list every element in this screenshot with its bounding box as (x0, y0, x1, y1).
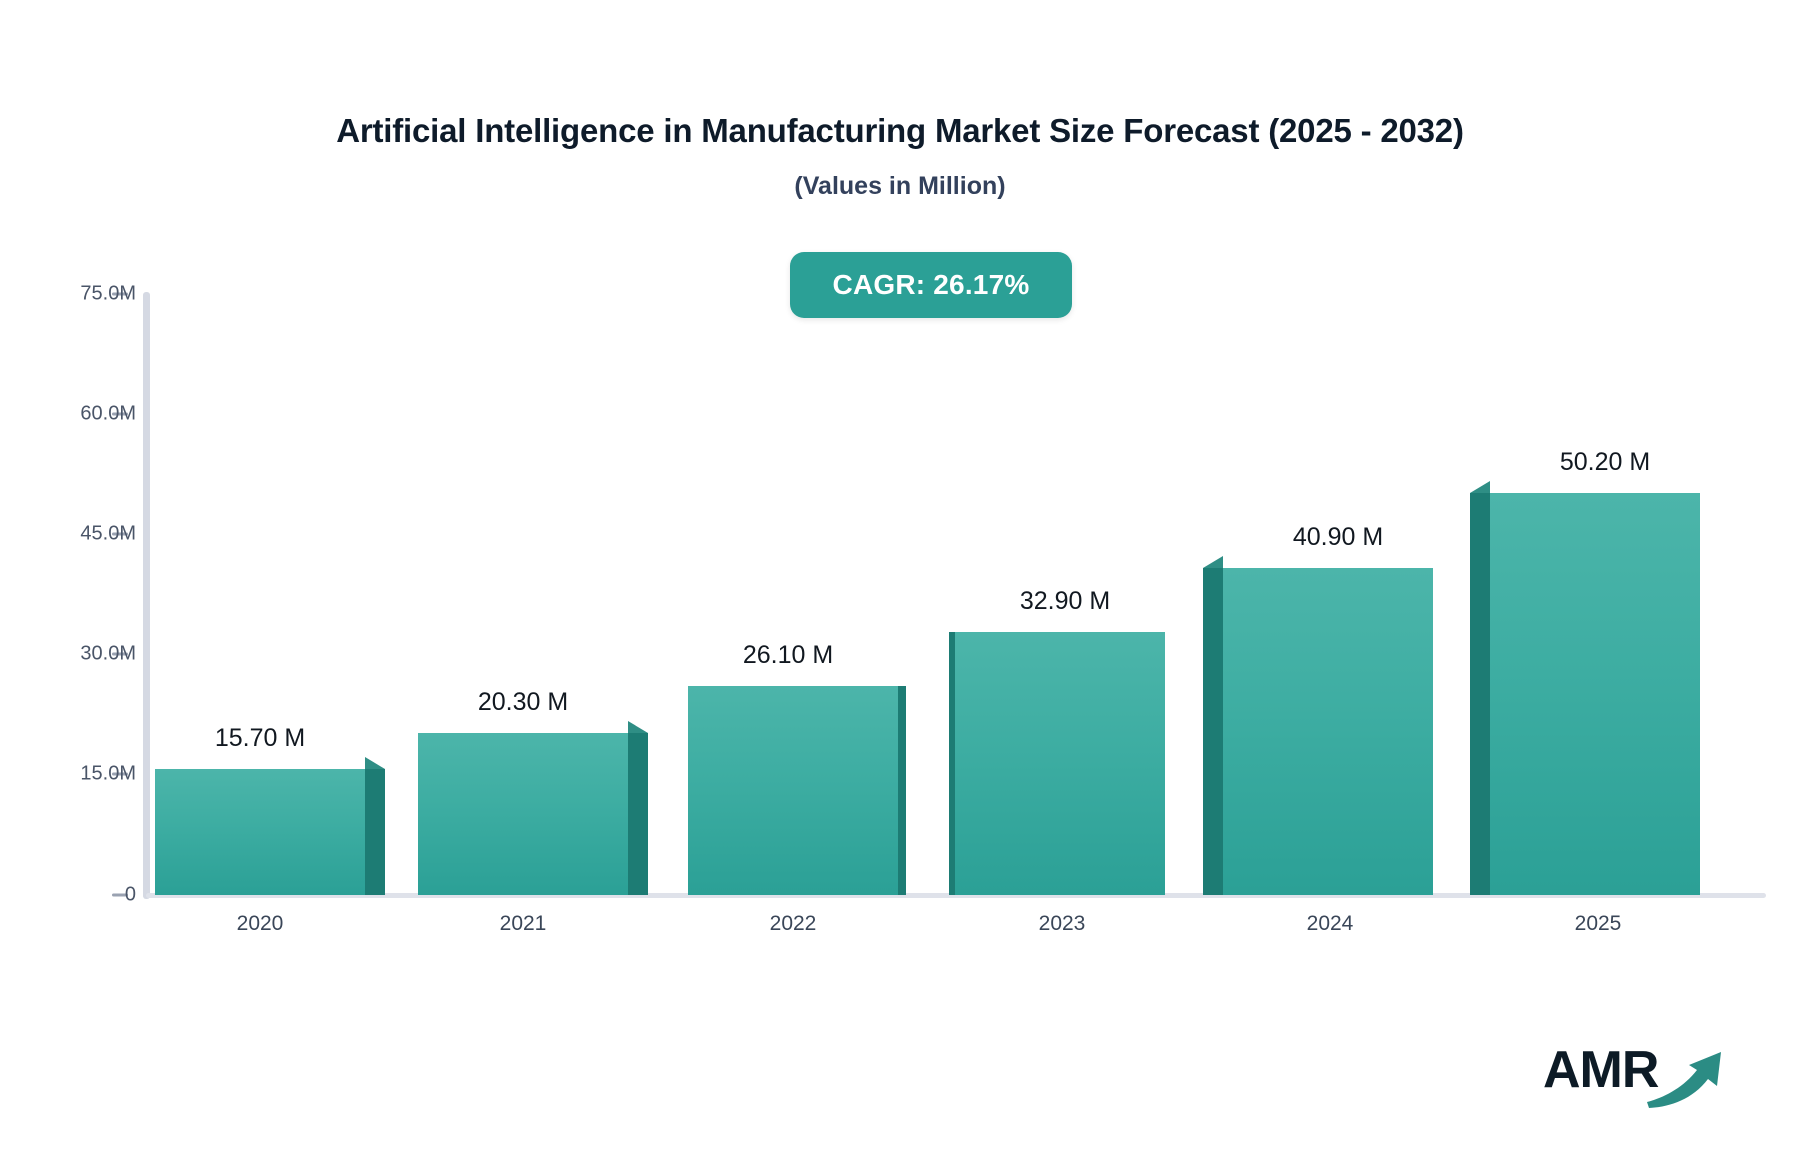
bar-2021[interactable]: 20.30 M (418, 688, 648, 895)
bar-2025-side (1470, 493, 1490, 895)
bar-2023-face (955, 632, 1165, 895)
x-tick-2020: 2020 (236, 912, 284, 935)
cagr-badge: CAGR: 26.17% (790, 252, 1072, 318)
x-tick-2021: 2021 (499, 912, 547, 935)
bar-2024-top (1203, 556, 1223, 568)
bar-2023[interactable]: 32.90 M (949, 587, 1165, 895)
bar-2022-face (688, 686, 898, 895)
x-tick-2023: 2023 (1038, 912, 1086, 935)
bar-2020[interactable]: 15.70 M (155, 724, 385, 895)
bar-2023-value: 32.90 M (1019, 587, 1111, 615)
chart-subtitle: (Values in Million) (794, 172, 1006, 200)
bar-2020-value: 15.70 M (214, 724, 306, 752)
bar-2025[interactable]: 50.20 M (1470, 448, 1700, 895)
y-axis-line (143, 292, 150, 899)
bar-2022[interactable]: 26.10 M (688, 641, 906, 895)
x-tick-2025: 2025 (1574, 912, 1622, 935)
y-tick-dash-0 (112, 893, 128, 897)
bar-2024-value: 40.90 M (1292, 523, 1384, 551)
bar-2020-top (365, 757, 385, 769)
bar-2021-value: 20.30 M (477, 688, 569, 716)
bar-2025-top (1470, 481, 1490, 493)
bar-2022-side (898, 686, 906, 895)
x-tick-2022: 2022 (769, 912, 817, 935)
bar-2020-face (155, 769, 365, 895)
bar-2025-face (1490, 493, 1700, 895)
bar-2025-value: 50.20 M (1559, 448, 1651, 476)
amr-logo: AMR (1543, 1040, 1733, 1116)
cagr-badge-label: CAGR: 26.17% (832, 269, 1030, 300)
x-tick-2024: 2024 (1306, 912, 1354, 935)
growth-arrow-icon (1647, 1052, 1721, 1108)
chart-title: Artificial Intelligence in Manufacturing… (336, 112, 1464, 149)
y-tick-dash-1 (112, 772, 128, 776)
y-tick-dash-3 (112, 532, 128, 536)
amr-logo-text: AMR (1543, 1041, 1659, 1099)
bar-2024[interactable]: 40.90 M (1203, 523, 1433, 895)
y-tick-dash-4 (112, 412, 128, 416)
y-tick-dash-2 (112, 652, 128, 656)
x-axis-line (146, 893, 1766, 898)
bar-2021-face (418, 733, 628, 895)
bar-2023-side (949, 632, 955, 895)
bar-2021-top (628, 721, 648, 733)
bar-2024-side (1203, 568, 1223, 895)
bar-2020-side (365, 769, 385, 895)
bar-2022-value: 26.10 M (742, 641, 834, 669)
y-tick-dash-5 (112, 292, 128, 296)
bar-2024-face (1223, 568, 1433, 895)
bar-2021-side (628, 733, 648, 895)
